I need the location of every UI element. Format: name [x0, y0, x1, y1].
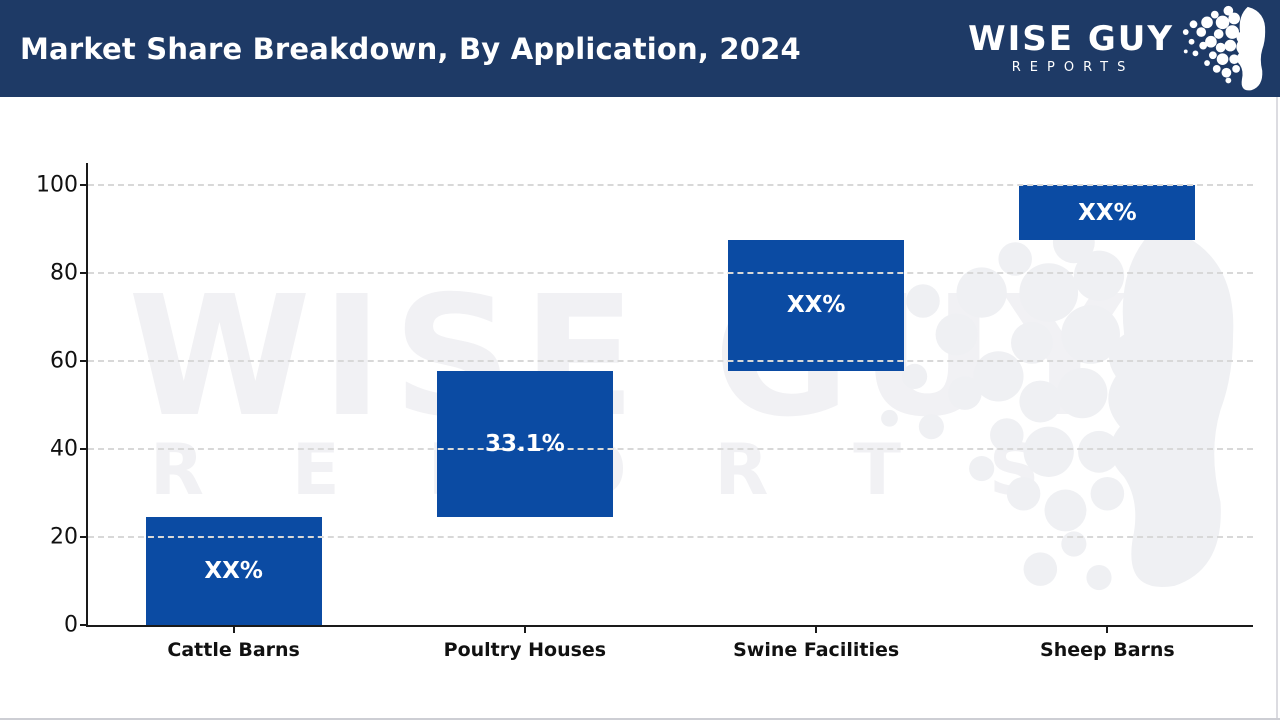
x-tick-poultry-houses — [523, 625, 526, 633]
y-tick-60 — [80, 360, 88, 362]
x-tick-label-swine-facilities: Swine Facilities — [733, 639, 900, 661]
logo-face-icon — [1182, 5, 1266, 90]
y-tick-label-0: 0 — [64, 612, 78, 638]
y-tick-80 — [80, 272, 88, 274]
bar-value-label-sheep-barns: XX% — [1078, 199, 1137, 226]
right-edge-divider — [1276, 97, 1278, 718]
bar-value-label-swine-facilities: XX% — [786, 292, 846, 319]
y-tick-label-60: 60 — [50, 348, 78, 374]
y-tick-20 — [80, 536, 88, 538]
wise-guy-logo: WISE GUY REPORTS — [968, 3, 1280, 95]
logo-text: WISE GUY REPORTS — [968, 19, 1174, 75]
gridline-100 — [88, 184, 1253, 186]
x-tick-sheep-barns — [1106, 625, 1109, 633]
gridline-60 — [88, 360, 1253, 362]
bar-sheep-barns — [1019, 185, 1196, 240]
x-tick-label-sheep-barns: Sheep Barns — [1040, 639, 1175, 661]
bar-poultry-houses — [436, 370, 613, 518]
logo-subtitle: REPORTS — [1011, 59, 1135, 75]
logo-wordmark: WISE GUY — [968, 19, 1174, 60]
header-bar: Market Share Breakdown, By Application, … — [0, 0, 1280, 97]
chart-title: Market Share Breakdown, By Application, … — [20, 31, 801, 66]
footer-divider — [0, 718, 1280, 720]
y-tick-label-20: 20 — [50, 524, 78, 550]
chart-canvas: WISE GUY REPORTS 0 20 40 60 80 100 XX% Cattle B… — [0, 97, 1280, 720]
y-tick-label-40: 40 — [50, 436, 78, 462]
y-tick-label-100: 100 — [36, 172, 78, 198]
x-tick-cattle-barns — [232, 625, 235, 633]
bar-swine-facilities — [728, 240, 905, 371]
x-tick-swine-facilities — [815, 625, 818, 633]
x-tick-label-cattle-barns: Cattle Barns — [167, 639, 300, 661]
gridline-80 — [88, 272, 1253, 274]
watermark-face-icon — [876, 221, 1234, 591]
y-tick-40 — [80, 448, 88, 450]
bar-value-label-poultry-houses: 33.1% — [484, 430, 565, 457]
y-tick-0 — [80, 624, 88, 626]
x-tick-label-poultry-houses: Poultry Houses — [443, 639, 607, 661]
y-tick-100 — [80, 184, 88, 186]
y-axis-spine — [86, 163, 88, 627]
y-tick-label-80: 80 — [50, 260, 78, 286]
x-axis-spine — [86, 625, 1253, 627]
gridline-20 — [88, 536, 1253, 538]
bar-cattle-barns — [145, 517, 322, 625]
bar-value-label-cattle-barns: XX% — [204, 558, 263, 585]
gridline-40 — [88, 448, 1253, 450]
